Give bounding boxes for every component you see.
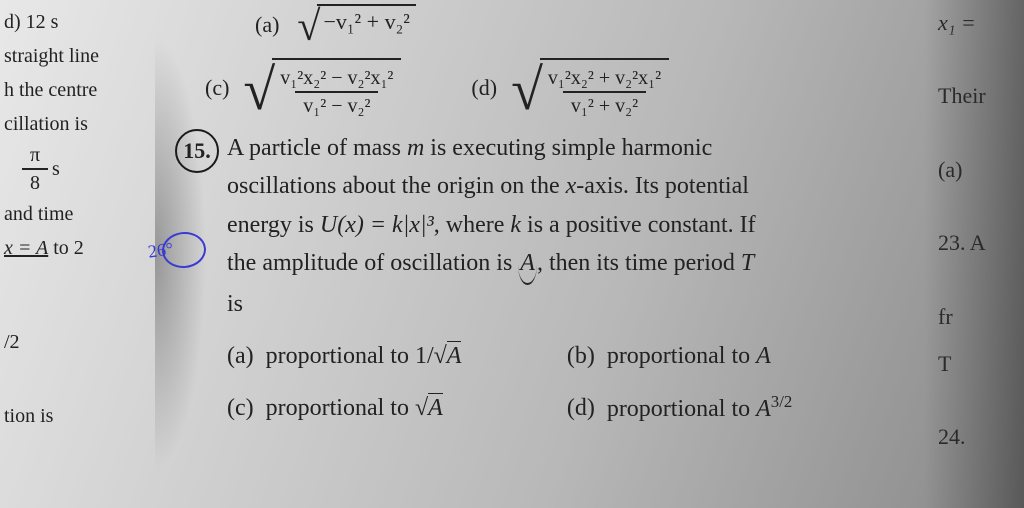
fragment-centre: h the centre (4, 76, 146, 104)
option-d-label: (d) (567, 389, 595, 428)
prev-options-cd-row: (c) √ v₁²x₂² − v₂²x₁² v₁² − v₂² (d) √ v₁… (205, 58, 935, 117)
fragment-half: /2 (4, 328, 146, 356)
fragment-24: 24. (938, 418, 1018, 455)
left-margin-fragments: d) 12 s straight line h the centre cilla… (0, 0, 150, 444)
fragment-fr: fr (938, 298, 1018, 335)
answer-options: (a) proportional to 1/√A (b) proportiona… (227, 337, 935, 443)
fragment-and-time: and time (4, 200, 146, 228)
right-page-fragments: x₁ = Their (a) 23. A fr T 24. (938, 4, 1018, 492)
prev-option-a-expr: √ −v₁² + v₂² (297, 4, 415, 46)
question-number-badge: 15. (175, 129, 219, 173)
fragment-12s: d) 12 s (4, 8, 146, 36)
fragment-tion: tion is (4, 402, 146, 430)
prev-option-d-label: (d) (471, 75, 497, 101)
fragment-pi8: π 8 s (22, 144, 146, 194)
prev-option-c-label: (c) (205, 75, 229, 101)
fragment-straight: straight line (4, 42, 146, 70)
question-text: A particle of mass m is executing simple… (227, 129, 935, 443)
option-c: (c) proportional to √A (227, 389, 567, 428)
fragment-x1: x₁ = (938, 4, 1018, 41)
fragment-xeq: x = A to 2 (4, 234, 146, 262)
fragment-cillation: cillation is (4, 110, 146, 138)
option-a: (a) proportional to 1/√A (227, 337, 567, 375)
prev-option-a-label: (a) (255, 12, 279, 38)
option-d: (d) proportional to A3/2 (567, 389, 907, 428)
fragment-their: Their (938, 77, 1018, 114)
fragment-23: 23. A (938, 224, 1018, 261)
option-b-label: (b) (567, 337, 595, 375)
fragment-a: (a) (938, 151, 1018, 188)
option-a-label: (a) (227, 337, 254, 375)
prev-option-c-expr: √ v₁²x₂² − v₂²x₁² v₁² − v₂² (243, 58, 401, 117)
main-content: (a) √ −v₁² + v₂² (c) √ v₁²x₂² − v₂²x₁² v… (175, 0, 935, 443)
option-c-label: (c) (227, 389, 254, 428)
option-b: (b) proportional to A (567, 337, 907, 375)
fragment-T: T (938, 345, 1018, 382)
prev-option-d-expr: √ v₁²x₂² + v₂²x₁² v₁² + v₂² (511, 58, 669, 117)
prev-option-a-row: (a) √ −v₁² + v₂² (255, 4, 935, 46)
question-15: 15. A particle of mass m is executing si… (175, 129, 935, 443)
